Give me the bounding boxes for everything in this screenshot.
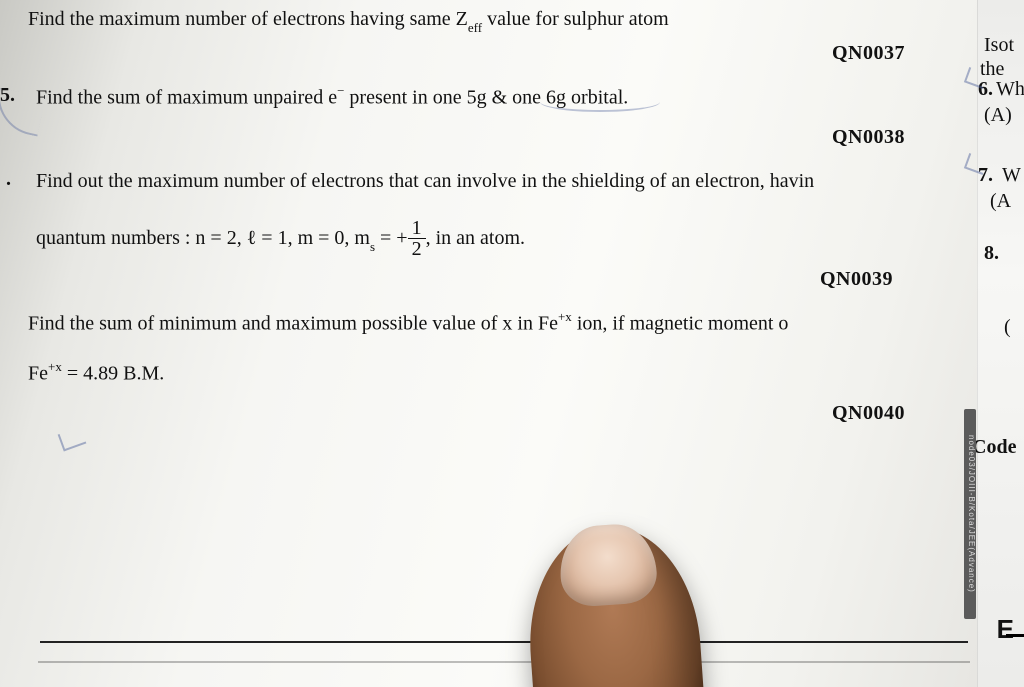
r-a2: (A: [990, 190, 1011, 213]
q4-line1: Find the sum of minimum and maximum poss…: [28, 310, 978, 337]
q3-bullet: .: [6, 168, 11, 191]
e-dash: [1006, 634, 1024, 637]
r-wh: Wh: [996, 78, 1024, 101]
q3-l2-sub: s: [370, 239, 375, 254]
q4-l1-sup: +x: [558, 309, 572, 324]
r-isot: Isot: [984, 34, 1014, 57]
q4-l2-pre: Fe: [28, 362, 48, 384]
next-page-sliver: Isot the 6. Wh (A) 7. W (A 8. ( Code: [977, 0, 1024, 687]
q4-line2: Fe+x = 4.89 B.M.: [28, 360, 1024, 387]
q3-l2-post: , in an atom.: [426, 227, 525, 249]
q3-l2-mid: = +: [375, 227, 408, 249]
q3-line2: quantum numbers : n = 2, ℓ = 1, m = 0, m…: [36, 220, 1024, 261]
bottom-rule: [40, 641, 968, 643]
q4-code: QN0040: [832, 402, 905, 425]
q1-text-pre: Find the maximum number of electrons hav…: [28, 8, 468, 30]
r-code: Code: [972, 436, 1016, 459]
e-mark: E: [997, 614, 1014, 645]
q4-l2-post: = 4.89 B.M.: [62, 362, 164, 384]
r-paren: (: [1004, 316, 1011, 339]
q3-code: QN0039: [820, 268, 893, 291]
q3-frac-num: 1: [408, 218, 426, 239]
q2-code: QN0038: [832, 126, 905, 149]
q3-frac: 12: [408, 218, 426, 259]
q4-l1-post: ion, if magnetic moment o: [572, 312, 789, 334]
r-w: W: [1002, 164, 1021, 187]
thumb-nail: [557, 522, 658, 609]
side-tab-text: node03/JOIII-B/Kota/JEE(Advance): [964, 411, 976, 617]
q2-row: Find the sum of maximum unpaired e− pres…: [36, 84, 1024, 111]
pen-mark: [58, 426, 87, 451]
q3-frac-den: 2: [408, 239, 426, 259]
q2-pre: Find the sum of maximum unpaired e: [36, 86, 337, 108]
r-8: 8.: [984, 242, 999, 265]
q1-text-post: value for sulphur atom: [482, 8, 669, 30]
r-a1: (A): [984, 104, 1012, 127]
q1-code: QN0037: [832, 42, 905, 65]
page: Find the maximum number of electrons hav…: [0, 0, 1024, 687]
q4-l2-sup: +x: [48, 359, 62, 374]
q4-l1-pre: Find the sum of minimum and maximum poss…: [28, 312, 558, 334]
q2-mid: present in one 5g: [344, 86, 486, 108]
q3-l2-pre: quantum numbers : n = 2, ℓ = 1, m = 0, m: [36, 227, 370, 249]
q3-line1: Find out the maximum number of electrons…: [36, 168, 978, 195]
q1-row: Find the maximum number of electrons hav…: [28, 6, 1024, 34]
q3-line1-text: Find out the maximum number of electrons…: [36, 170, 814, 192]
bottom-rule-shadow: [38, 661, 970, 663]
q1-sub: eff: [468, 20, 482, 35]
q2-sup: −: [337, 83, 344, 98]
